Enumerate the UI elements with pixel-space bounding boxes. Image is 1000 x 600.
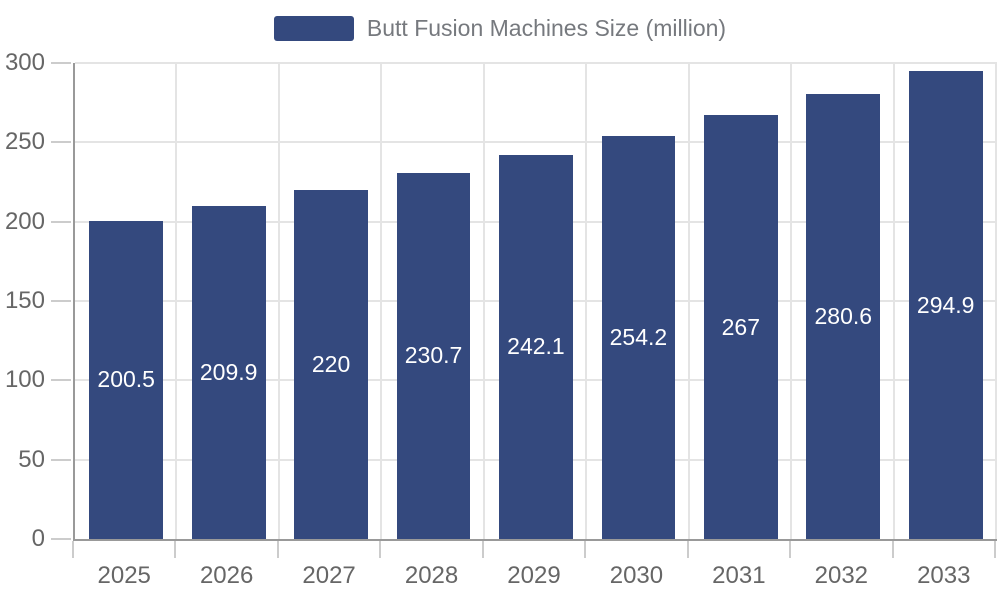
y-axis-label: 200 <box>4 207 45 235</box>
legend-item[interactable]: Butt Fusion Machines Size (million) <box>0 15 1000 42</box>
x-axis-label: 2027 <box>302 562 356 589</box>
bar-2033: 294.9 <box>908 71 983 539</box>
bar-slot-2029: 242.1 <box>485 63 587 539</box>
bar-slot-2032: 280.6 <box>792 63 894 539</box>
bar-value-label: 267 <box>721 313 761 340</box>
gridline-vertical <box>482 63 485 539</box>
x-axis-tick <box>686 541 689 558</box>
x-axis-tick <box>72 541 74 558</box>
x-axis-tick <box>891 541 894 558</box>
y-axis-tick <box>51 62 71 64</box>
x-axis-tick <box>789 541 792 558</box>
bar-value-label: 242.1 <box>507 333 565 360</box>
y-axis-label: 250 <box>4 128 45 156</box>
gridline-vertical <box>175 63 178 539</box>
bar-2029: 242.1 <box>499 154 573 539</box>
gridline-vertical <box>892 63 895 539</box>
legend-swatch <box>273 16 354 41</box>
x-axis-tick <box>174 541 177 558</box>
gridline-vertical <box>687 63 690 539</box>
x-axis-tick <box>379 541 382 558</box>
bar-2031: 267 <box>703 115 778 539</box>
y-axis-label: 100 <box>4 366 45 394</box>
x-axis-label: 2028 <box>404 562 459 589</box>
y-axis-label: 0 <box>31 525 45 552</box>
bar-2026: 209.9 <box>191 205 266 539</box>
x-axis-label: 2032 <box>814 562 869 589</box>
y-axis-tick <box>51 458 71 461</box>
bar-slot-2030: 254.2 <box>587 63 689 539</box>
bar-slot-2025: 200.5 <box>75 63 177 539</box>
gridline-vertical <box>585 63 588 539</box>
bar-value-label: 230.7 <box>404 342 463 369</box>
y-axis-label: 300 <box>4 49 45 76</box>
plot-area: 200.5 209.9 220 230.7 242.1 254.2 267 280.6 294.… <box>73 62 997 541</box>
x-axis: 2025 2026 2027 2028 2029 2030 2031 2032 2033 <box>72 541 996 600</box>
gridline-horizontal <box>75 62 997 64</box>
bar-slot-2026: 209.9 <box>177 63 279 539</box>
x-axis-tick <box>481 541 484 558</box>
y-axis: 0 50 100 150 200 250 300 <box>0 49 73 552</box>
x-axis-label: 2026 <box>199 562 254 589</box>
x-axis-label: 2029 <box>507 562 561 589</box>
legend-label: Butt Fusion Machines Size (million) <box>366 15 727 41</box>
y-axis-tick <box>51 141 71 144</box>
bar-2030: 254.2 <box>601 135 676 539</box>
bar-2032: 280.6 <box>806 93 881 539</box>
bar-value-label: 280.6 <box>814 302 873 329</box>
y-axis-label: 150 <box>4 287 45 314</box>
bar-value-label: 220 <box>311 350 351 377</box>
y-axis-tick <box>51 538 71 540</box>
gridline-vertical <box>380 63 383 539</box>
gridline-vertical <box>995 63 997 539</box>
x-axis-label: 2025 <box>97 562 151 589</box>
bar-2027: 220 <box>294 189 368 539</box>
bar-slot-2027: 220 <box>280 63 382 539</box>
bar-2025: 200.5 <box>89 220 164 539</box>
bars-container: 200.5 209.9 220 230.7 242.1 254.2 267 280.6 294.… <box>75 63 997 539</box>
x-axis-tick <box>276 541 279 558</box>
bar-value-label: 294.9 <box>916 291 975 318</box>
x-axis-label: 2031 <box>712 562 766 589</box>
bar-slot-2028: 230.7 <box>382 63 484 539</box>
x-axis-tick <box>584 541 587 558</box>
gridline-vertical <box>790 63 793 539</box>
bar-value-label: 209.9 <box>199 358 258 385</box>
gridline-horizontal <box>75 141 997 144</box>
bar-slot-2033: 294.9 <box>895 63 997 539</box>
y-axis-tick <box>51 220 71 223</box>
gridline-vertical <box>277 63 280 539</box>
x-axis-label: 2033 <box>917 562 971 589</box>
y-axis-tick <box>51 300 71 302</box>
x-axis-tick <box>994 541 996 558</box>
bar-value-label: 254.2 <box>609 323 668 350</box>
y-axis-label: 50 <box>18 445 45 473</box>
bar-2028: 230.7 <box>396 172 471 539</box>
bar-value-label: 200.5 <box>97 366 155 393</box>
bar-slot-2031: 267 <box>690 63 792 539</box>
x-axis-label: 2030 <box>609 562 664 589</box>
y-axis-tick <box>51 379 71 382</box>
